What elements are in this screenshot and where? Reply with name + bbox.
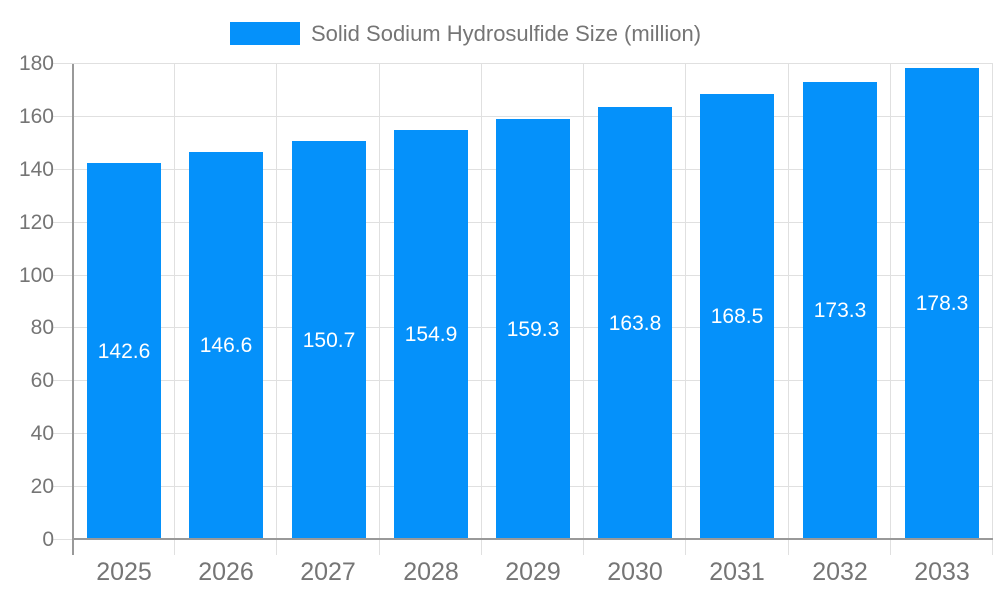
bar-value-label: 173.3 xyxy=(813,299,867,322)
bar-value-label: 163.8 xyxy=(608,312,662,335)
y-axis-label: 40 xyxy=(30,422,54,446)
y-axis-tick xyxy=(52,486,73,488)
x-axis-label: 2031 xyxy=(709,558,765,586)
y-axis-tick xyxy=(52,115,73,117)
x-gridline xyxy=(480,64,482,540)
x-axis-tick xyxy=(992,540,993,555)
x-axis-label: 2025 xyxy=(96,558,152,586)
y-axis-tick xyxy=(52,63,73,64)
y-axis-label: 80 xyxy=(30,316,54,340)
bar-value-label: 146.6 xyxy=(199,334,253,357)
x-axis-label: 2028 xyxy=(403,558,459,586)
x-axis-tick xyxy=(378,540,380,555)
x-axis-label: 2029 xyxy=(505,558,561,586)
bar xyxy=(905,68,979,538)
x-axis-tick xyxy=(276,540,278,555)
y-axis-label: 160 xyxy=(18,104,54,128)
y-axis-label: 140 xyxy=(18,157,54,181)
legend-swatch xyxy=(230,22,300,45)
y-axis-tick xyxy=(52,274,73,276)
y-gridline xyxy=(73,63,993,64)
y-axis-tick xyxy=(52,433,73,435)
x-axis-label: 2026 xyxy=(198,558,254,586)
x-gridline xyxy=(276,64,278,540)
bar-value-label: 168.5 xyxy=(710,305,764,328)
bar-value-label: 142.6 xyxy=(97,340,151,363)
y-axis-label: 60 xyxy=(30,369,54,393)
y-gridline xyxy=(73,115,993,117)
x-axis-tick xyxy=(480,540,482,555)
y-axis-tick xyxy=(52,380,73,382)
y-axis-tick xyxy=(52,539,73,540)
y-axis-line xyxy=(72,64,74,555)
y-axis-label: 20 xyxy=(30,475,54,499)
y-axis-tick xyxy=(52,327,73,329)
x-axis-label: 2030 xyxy=(607,558,663,586)
bar xyxy=(189,152,263,538)
x-gridline xyxy=(992,64,993,540)
y-axis-tick xyxy=(52,168,73,170)
bar xyxy=(598,107,672,538)
y-axis-tick xyxy=(52,221,73,223)
x-axis-label: 2027 xyxy=(300,558,356,586)
bar-value-label: 150.7 xyxy=(302,329,356,352)
x-axis-tick xyxy=(583,540,585,555)
x-axis-tick xyxy=(174,540,176,555)
bar xyxy=(700,94,774,538)
x-axis-tick xyxy=(787,540,789,555)
legend-label: Solid Sodium Hydrosulfide Size (million) xyxy=(311,21,702,46)
x-axis-tick xyxy=(889,540,891,555)
y-axis-label: 100 xyxy=(18,263,54,287)
y-axis-label: 120 xyxy=(18,210,54,234)
y-axis-label: 0 xyxy=(42,528,54,551)
bar xyxy=(496,119,570,538)
x-gridline xyxy=(583,64,585,540)
x-axis-label: 2033 xyxy=(914,558,970,586)
x-axis-label: 2032 xyxy=(812,558,868,586)
x-gridline xyxy=(685,64,687,540)
y-axis-label: 180 xyxy=(18,52,54,75)
bar-value-label: 154.9 xyxy=(404,323,458,346)
bar-value-label: 159.3 xyxy=(506,318,560,341)
x-gridline xyxy=(174,64,176,540)
bar xyxy=(87,163,161,538)
bar-value-label: 178.3 xyxy=(915,292,969,315)
bar xyxy=(394,130,468,538)
bar xyxy=(292,141,366,538)
bar xyxy=(803,82,877,538)
legend-item[interactable]: Solid Sodium Hydrosulfide Size (million) xyxy=(230,22,701,45)
x-gridline xyxy=(378,64,380,540)
x-gridline xyxy=(889,64,891,540)
x-axis-tick xyxy=(685,540,687,555)
x-axis-line xyxy=(73,538,993,540)
x-gridline xyxy=(787,64,789,540)
